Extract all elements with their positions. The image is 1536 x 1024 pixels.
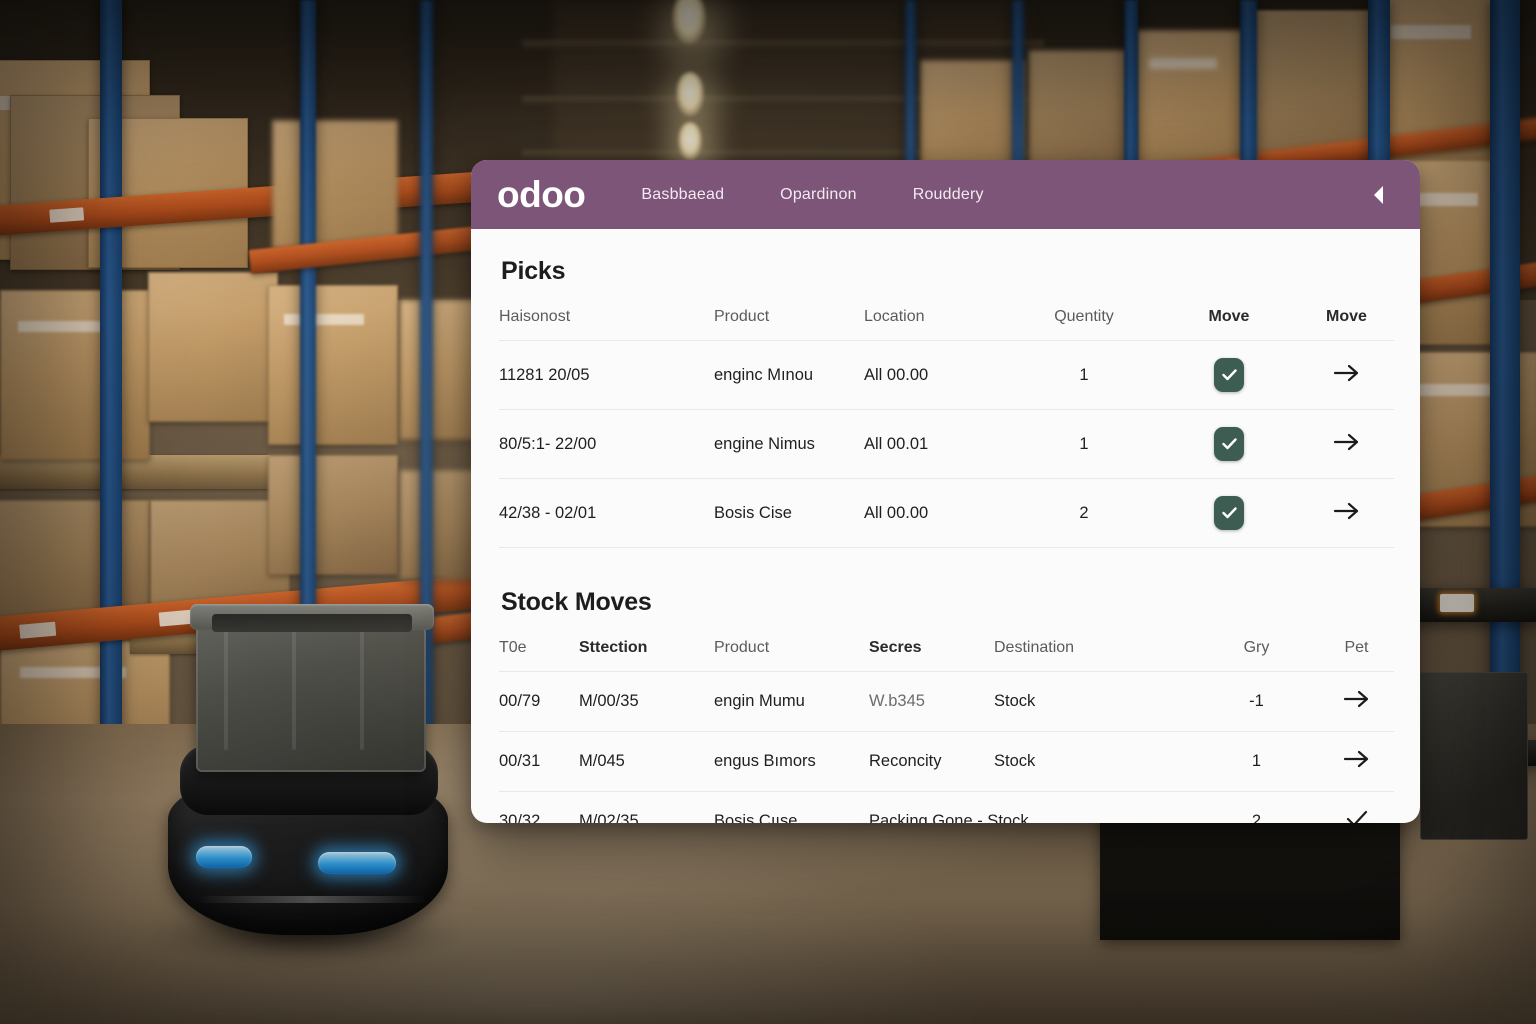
ceiling-beam: [522, 40, 1045, 49]
stock-moves-section-title: Stock Moves: [501, 588, 652, 616]
table-row[interactable]: 00/31 M/045 engus Bımors Reconcity Stock…: [499, 731, 1394, 792]
arrow-right-icon[interactable]: [1333, 363, 1361, 383]
moves-cell-product: engus Bımors: [714, 731, 869, 792]
arrow-right-icon[interactable]: [1333, 432, 1361, 452]
tote-interior: [212, 614, 412, 632]
table-row[interactable]: 80/5:1- 22/00 engine Nimus All 00.01 1: [499, 409, 1394, 479]
moves-cell-source: Packing Gone - Stock: [869, 791, 1194, 823]
moves-col-section[interactable]: Sttection: [579, 639, 648, 656]
moves-cell-toe: 00/79: [499, 671, 579, 732]
moves-cell-toe: 30/32: [499, 791, 579, 823]
app-content: Picks Haisonost Product Location Quentit…: [471, 229, 1420, 823]
arrow-right-icon[interactable]: [1343, 689, 1371, 709]
moves-cell-section: M/00/35: [579, 671, 714, 732]
moves-cell-section: M/02/35: [579, 791, 714, 823]
moves-cell-source: Reconcity: [869, 731, 994, 792]
wooden-pallet: [0, 455, 270, 489]
picks-col-quantity[interactable]: Quentity: [1054, 308, 1114, 325]
pallet-box: [268, 455, 398, 575]
moves-cell-product: engin Mumu: [714, 671, 869, 732]
table-row[interactable]: 00/79 M/00/35 engin Mumu W.b345 Stock -1: [499, 671, 1394, 732]
picks-cell-quantity: 1: [1009, 340, 1159, 410]
nav-item-reporting[interactable]: Rouddery: [912, 185, 984, 203]
check-icon[interactable]: [1214, 358, 1244, 392]
picks-cell-product: engine Nimus: [714, 409, 864, 479]
pallet-box: [148, 272, 278, 422]
picks-cell-location: All 00.00: [864, 340, 1009, 410]
robot-bumper-strip: [196, 896, 426, 903]
picks-cell-quantity: 2: [1009, 478, 1159, 548]
moves-cell-destination: Stock: [994, 731, 1194, 792]
picks-col-location[interactable]: Location: [864, 308, 925, 325]
picks-col-move-badge[interactable]: Move: [1208, 308, 1250, 325]
pallet-box: [0, 290, 150, 460]
moves-cell-toe: 00/31: [499, 731, 579, 792]
check-icon[interactable]: [1214, 427, 1244, 461]
moves-col-toe[interactable]: T0e: [499, 639, 527, 656]
app-topbar: odoo Basbbaead Opardinon Rouddery: [471, 160, 1420, 229]
moves-col-destination[interactable]: Destination: [994, 639, 1075, 656]
chevron-left-icon[interactable]: [1366, 183, 1390, 207]
stock-moves-table: T0e Sttection Product Secres Destination…: [499, 639, 1394, 823]
picks-col-move-action[interactable]: Move: [1326, 308, 1367, 325]
picks-cell-reference: 80/5:1- 22/00: [499, 409, 714, 479]
storage-tote: [1420, 672, 1528, 840]
picks-cell-reference: 11281 20/05: [499, 340, 714, 410]
nav-item-operations[interactable]: Opardinon: [780, 185, 857, 203]
moves-col-action[interactable]: Pet: [1344, 639, 1369, 656]
picks-cell-location: All 00.00: [864, 478, 1009, 548]
picks-cell-quantity: 1: [1009, 409, 1159, 479]
nav-item-dashboard[interactable]: Basbbaead: [641, 185, 725, 203]
stock-moves-header-row: T0e Sttection Product Secres Destination…: [499, 639, 1394, 672]
odoo-logo[interactable]: odoo: [497, 174, 586, 215]
odoo-app-window: odoo Basbbaead Opardinon Rouddery Picks …: [471, 160, 1420, 823]
robot-led-left: [196, 846, 252, 868]
picks-col-product[interactable]: Product: [714, 308, 770, 325]
picks-cell-reference: 42/38 - 02/01: [499, 478, 714, 548]
table-row[interactable]: 42/38 - 02/01 Bosis Cise All 00.00 2: [499, 478, 1394, 548]
moves-cell-section: M/045: [579, 731, 714, 792]
moves-cell-qty: 2: [1194, 791, 1319, 823]
arrow-right-icon[interactable]: [1343, 749, 1371, 769]
ceiling-lamp: [676, 72, 704, 116]
moves-cell-qty: -1: [1194, 671, 1319, 732]
ceiling-beam: [522, 150, 1045, 159]
moves-cell-qty: 1: [1194, 731, 1319, 792]
ceiling-beam: [522, 96, 1045, 105]
table-row[interactable]: 30/32 M/02/35 Bosis Cıısе Packing Gone -…: [499, 791, 1394, 823]
moves-cell-product: Bosis Cıısе: [714, 791, 869, 823]
check-mark-icon[interactable]: [1344, 809, 1370, 823]
robot-led-right: [318, 852, 396, 874]
moves-col-qty[interactable]: Gry: [1243, 639, 1270, 656]
picks-header-row: Haisonost Product Location Quentity Move…: [499, 308, 1394, 341]
picks-cell-location: All 00.01: [864, 409, 1009, 479]
ceiling-lamp: [678, 122, 702, 160]
robot-payload-tote: [196, 612, 426, 772]
check-icon[interactable]: [1214, 496, 1244, 530]
arrow-right-icon[interactable]: [1333, 501, 1361, 521]
picks-table: Haisonost Product Location Quentity Move…: [499, 308, 1394, 548]
pallet-box: [268, 285, 398, 445]
moves-col-product[interactable]: Product: [714, 639, 770, 656]
picks-col-reference[interactable]: Haisonost: [499, 308, 571, 325]
moves-cell-destination: Stock: [994, 671, 1194, 732]
shelf-label-tag: [1440, 594, 1474, 612]
moves-cell-source: W.b345: [869, 671, 994, 732]
ceiling-lamp: [672, 0, 706, 44]
picks-section-title: Picks: [501, 257, 566, 285]
main-navigation: Basbbaead Opardinon Rouddery: [641, 186, 983, 204]
picks-cell-product: Bosis Cise: [714, 478, 864, 548]
picks-cell-product: enginc Mınou: [714, 340, 864, 410]
table-row[interactable]: 11281 20/05 enginc Mınou All 00.00 1: [499, 340, 1394, 410]
moves-col-source[interactable]: Secres: [869, 639, 922, 656]
pallet-box: [272, 120, 398, 250]
